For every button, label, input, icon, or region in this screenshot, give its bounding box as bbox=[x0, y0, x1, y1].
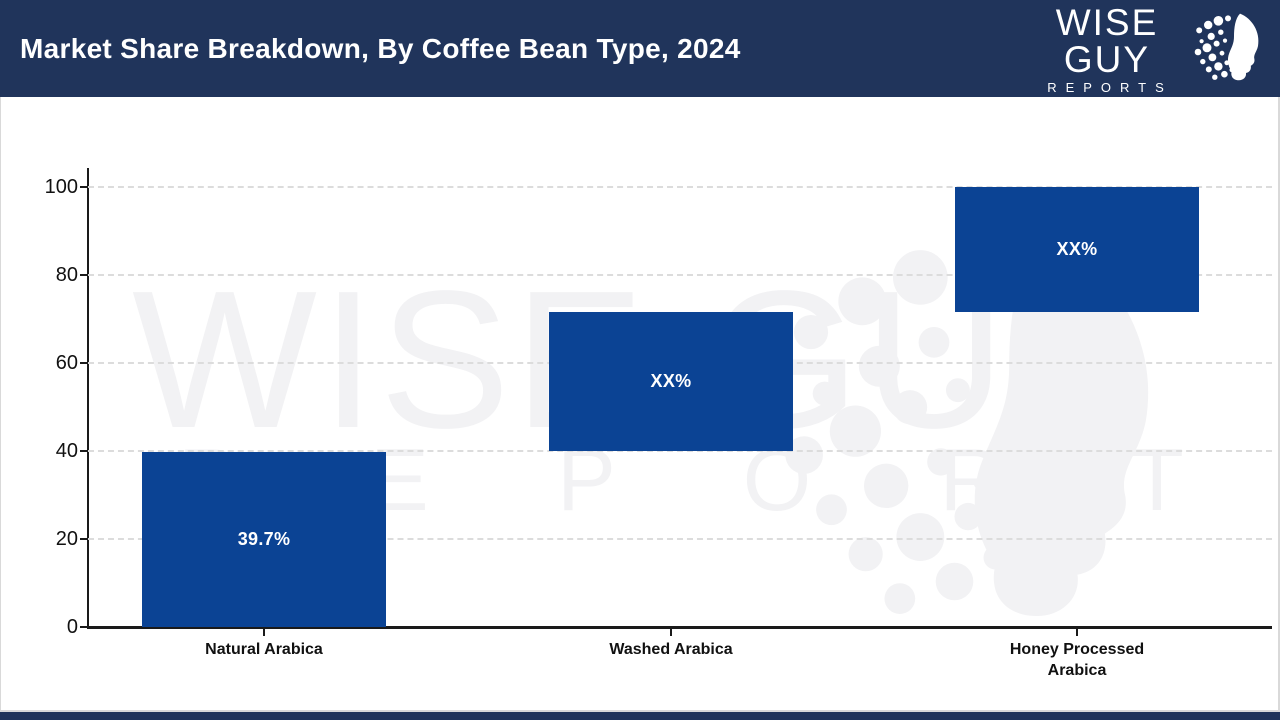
bar-value-label: 39.7% bbox=[237, 529, 291, 550]
gridline-40 bbox=[88, 450, 1272, 452]
y-axis-line bbox=[87, 168, 89, 627]
bar-segment: 39.7% bbox=[142, 452, 386, 627]
x-category-label: Natural Arabica bbox=[205, 641, 323, 658]
y-tick-label: 20 bbox=[55, 528, 78, 550]
brand-logo: WISE GUY REPORTS bbox=[1016, 4, 1264, 94]
brand-subname: REPORTS bbox=[1047, 80, 1173, 95]
y-tick-label: 80 bbox=[55, 264, 78, 286]
y-tick-label: 60 bbox=[55, 352, 78, 374]
y-tick-mark bbox=[80, 362, 87, 364]
y-tick-mark bbox=[80, 450, 87, 452]
gridline-20 bbox=[88, 538, 1272, 540]
watermark-dotted-face-icon bbox=[785, 236, 1149, 617]
brand-logo-text: WISE GUY REPORTS bbox=[1016, 4, 1198, 94]
y-tick-mark bbox=[80, 538, 87, 540]
gridline-80 bbox=[88, 274, 1272, 276]
y-tick-label: 40 bbox=[55, 440, 78, 462]
brand-dotted-face-icon bbox=[1194, 13, 1259, 81]
chart-title: Market Share Breakdown, By Coffee Bean T… bbox=[20, 32, 741, 64]
y-tick-mark bbox=[80, 274, 87, 276]
bar-segment: XX% bbox=[955, 187, 1199, 312]
x-category-label: Washed Arabica bbox=[609, 641, 733, 658]
x-tick-mark bbox=[263, 629, 265, 636]
gridline-100 bbox=[88, 186, 1272, 188]
footer-bar bbox=[0, 712, 1280, 720]
x-category-label: Honey Processed Arabica bbox=[1009, 641, 1145, 679]
bar-segment: XX% bbox=[549, 311, 793, 451]
y-tick-label: 100 bbox=[44, 176, 78, 198]
bar-value-label: XX% bbox=[1056, 238, 1098, 259]
x-axis-line bbox=[87, 626, 1272, 629]
bar-value-label: XX% bbox=[650, 370, 692, 391]
x-tick-mark bbox=[670, 629, 672, 636]
y-tick-mark bbox=[80, 186, 87, 188]
y-tick-mark bbox=[80, 626, 87, 628]
y-tick-label: 0 bbox=[66, 616, 78, 638]
header-bar: Market Share Breakdown, By Coffee Bean T… bbox=[0, 0, 1280, 97]
brand-name: WISE GUY bbox=[1055, 2, 1159, 80]
x-tick-mark bbox=[1076, 629, 1078, 636]
